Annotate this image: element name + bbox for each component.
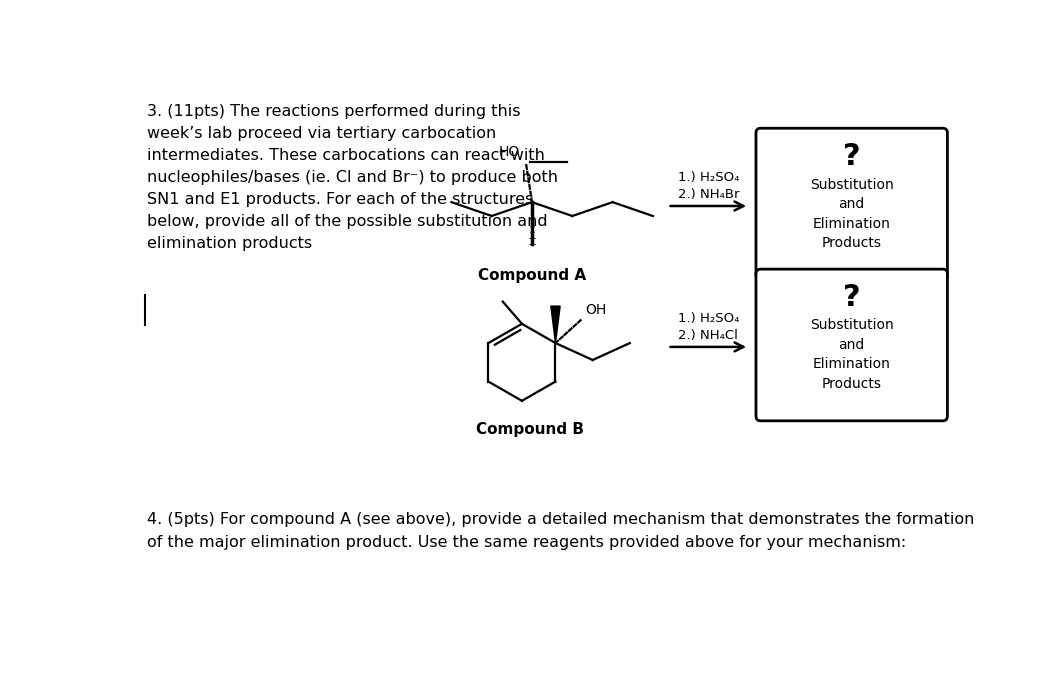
Text: SN1 and E1 products. For each of the structures: SN1 and E1 products. For each of the str…	[147, 192, 534, 207]
Text: elimination products: elimination products	[147, 236, 311, 251]
Text: 4. (5pts) For compound A (see above), provide a detailed mechanism that demonstr: 4. (5pts) For compound A (see above), pr…	[147, 513, 974, 550]
Text: HO: HO	[499, 145, 520, 159]
Text: Substitution
and
Elimination
Products: Substitution and Elimination Products	[810, 177, 894, 250]
Text: 3. (11pts) The reactions performed during this: 3. (11pts) The reactions performed durin…	[147, 104, 520, 119]
Text: ?: ?	[843, 142, 861, 171]
Polygon shape	[551, 306, 560, 343]
Text: nucleophiles/bases (ie. Cl and Br⁻) to produce both: nucleophiles/bases (ie. Cl and Br⁻) to p…	[147, 170, 558, 185]
Text: 1.) H₂SO₄
2.) NH₄Cl: 1.) H₂SO₄ 2.) NH₄Cl	[677, 313, 739, 342]
FancyBboxPatch shape	[756, 128, 947, 280]
FancyBboxPatch shape	[756, 269, 947, 421]
Text: OH: OH	[586, 303, 607, 317]
Text: ?: ?	[843, 283, 861, 312]
Text: below, provide all of the possible substitution and: below, provide all of the possible subst…	[147, 214, 547, 229]
Text: Compound A: Compound A	[478, 268, 586, 283]
Text: Substitution
and
Elimination
Products: Substitution and Elimination Products	[810, 318, 894, 391]
Text: Compound B: Compound B	[475, 422, 584, 437]
Text: intermediates. These carbocations can react with: intermediates. These carbocations can re…	[147, 148, 544, 164]
Text: 1.) H₂SO₄
2.) NH₄Br: 1.) H₂SO₄ 2.) NH₄Br	[677, 171, 739, 201]
Text: week’s lab proceed via tertiary carbocation: week’s lab proceed via tertiary carbocat…	[147, 126, 496, 141]
